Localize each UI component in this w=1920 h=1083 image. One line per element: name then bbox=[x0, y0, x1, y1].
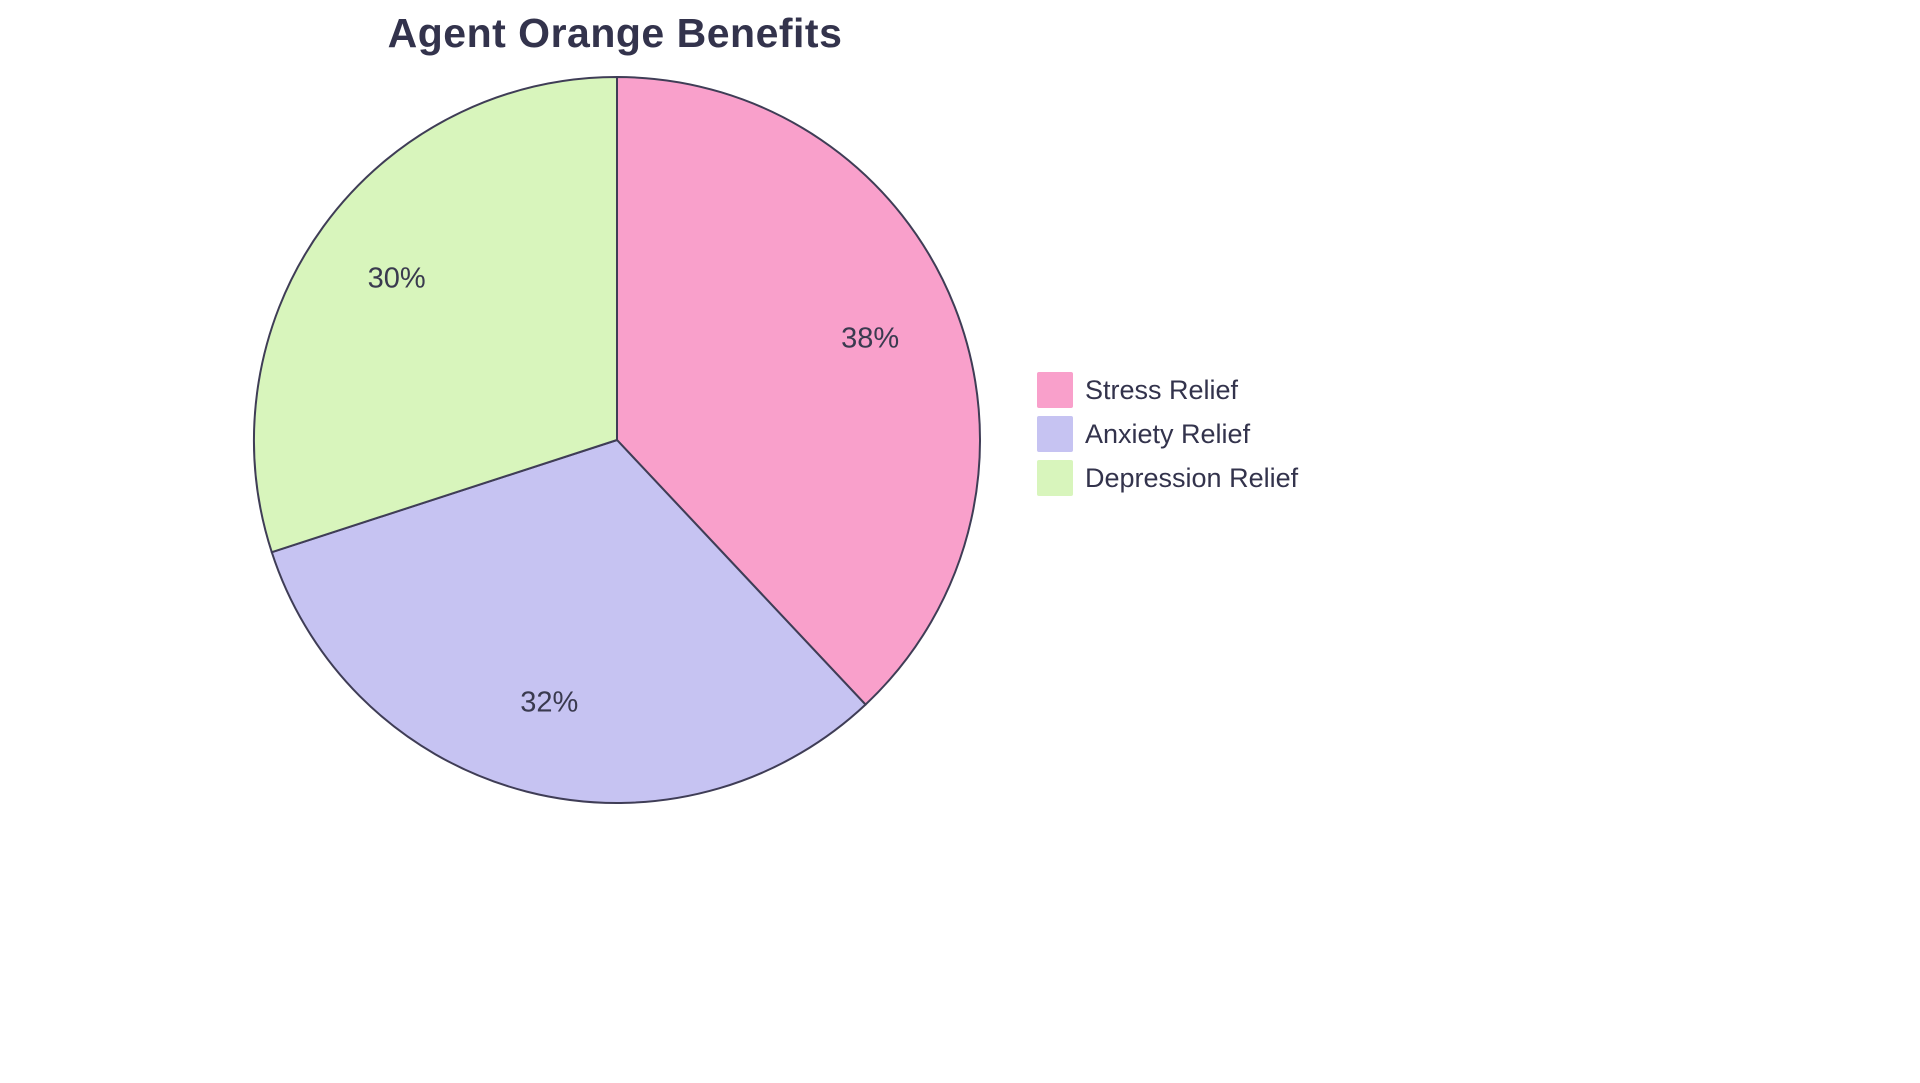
pie-slice-stress-relief bbox=[616, 76, 981, 706]
legend-item-depression-relief: Depression Relief bbox=[1037, 460, 1298, 496]
legend-label-depression-relief: Depression Relief bbox=[1085, 462, 1299, 493]
legend-label-anxiety-relief: Anxiety Relief bbox=[1085, 418, 1251, 449]
legend-swatch-stress-relief bbox=[1037, 372, 1073, 408]
legend-swatch-depression-relief bbox=[1037, 460, 1073, 496]
pie-slice-depression-relief bbox=[253, 76, 618, 554]
legend-label-stress-relief: Stress Relief bbox=[1085, 374, 1239, 405]
slice-percentage-anxiety-relief: 32% bbox=[520, 686, 578, 718]
chart-title: Agent Orange Benefits bbox=[387, 10, 843, 56]
legend: Stress Relief Anxiety Relief Depression Re… bbox=[1037, 372, 1298, 496]
slice-percentage-depression-relief: 30% bbox=[368, 263, 426, 295]
legend-swatch-anxiety-relief bbox=[1037, 416, 1073, 452]
pie-slice-anxiety-relief bbox=[270, 439, 867, 804]
legend-item-stress-relief: Stress Relief bbox=[1037, 372, 1298, 408]
slice-percentage-stress-relief: 38% bbox=[841, 322, 899, 354]
legend-item-anxiety-relief: Anxiety Relief bbox=[1037, 416, 1298, 452]
